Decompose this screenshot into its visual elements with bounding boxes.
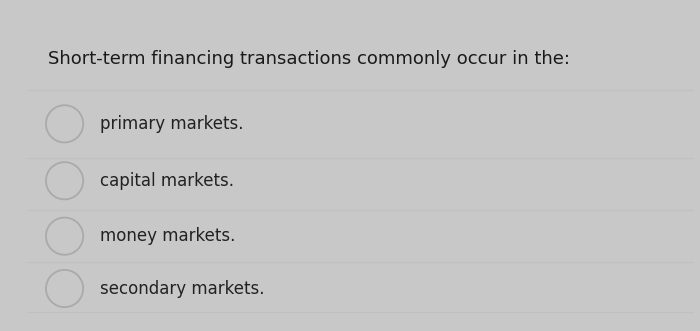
- Text: primary markets.: primary markets.: [100, 115, 244, 133]
- Text: Short-term financing transactions commonly occur in the:: Short-term financing transactions common…: [48, 50, 570, 68]
- Text: money markets.: money markets.: [100, 227, 235, 245]
- Text: secondary markets.: secondary markets.: [100, 279, 265, 298]
- Text: capital markets.: capital markets.: [100, 172, 234, 190]
